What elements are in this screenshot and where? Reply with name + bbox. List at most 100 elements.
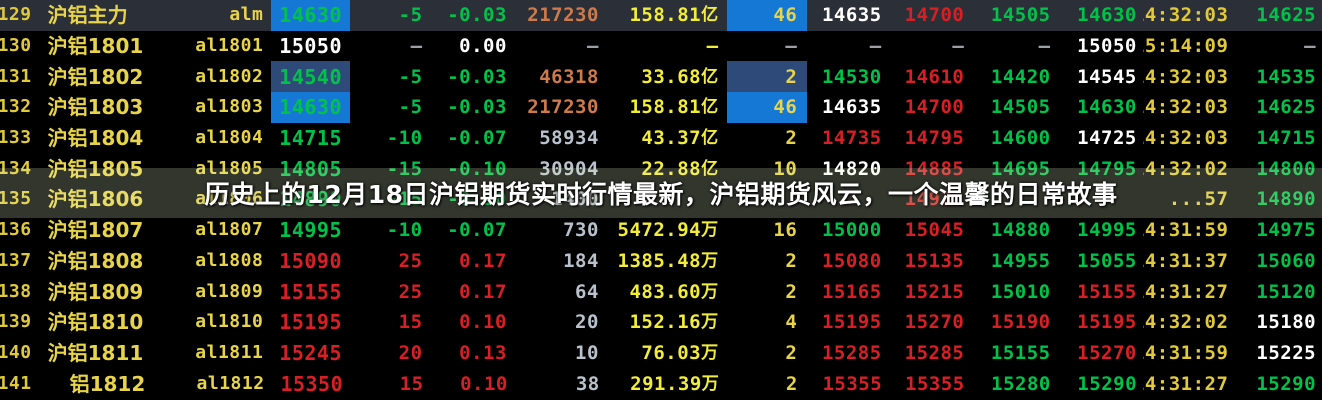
update-time: 14:31:27 (1143, 280, 1229, 303)
high-price: 15135 (904, 249, 965, 272)
last-price: 15245 (279, 340, 342, 365)
open-price: 15225 (1256, 341, 1317, 364)
bid-price (807, 184, 893, 215)
turnover: 152.16 万 (609, 307, 727, 338)
turnover-value: 76.03 (641, 341, 702, 364)
open-price: 15290 (1256, 372, 1317, 395)
low-price (974, 184, 1060, 215)
contract-name: 沪铝主力 (47, 3, 128, 28)
row-index: 131 (0, 65, 32, 87)
change-percent: -0.03 (447, 65, 507, 88)
change-percent: 0.13 (459, 341, 507, 364)
volume: 730 (563, 219, 599, 242)
table-row[interactable]: 140 沪铝1811 al1811 15245 20 0.13 10 76.03 万 2 15285… (0, 338, 1322, 369)
table-row[interactable]: 135 沪铝1806 al1806 14890 -15 -0.10 1400 14975...… (0, 184, 1322, 215)
update-time: 14:31:59 (1143, 341, 1229, 364)
open-price: 15120 (1256, 280, 1317, 303)
row-index: 139 (0, 311, 32, 333)
contract-code: al1804 (195, 127, 264, 149)
contract-code: al1808 (195, 249, 264, 271)
volume: 184 (563, 249, 599, 272)
change-value: 15 (399, 372, 424, 395)
table-row[interactable]: 134 沪铝1805 al1805 14805 -15 -0.10 30904 22.88 亿 1… (0, 153, 1322, 184)
turnover-value: 291.39 (630, 372, 702, 395)
low-price: 14505 (990, 96, 1051, 119)
turnover-unit: 亿 (701, 97, 719, 118)
contract-name: 沪铝1804 (47, 126, 144, 151)
open-interest: 2 (726, 61, 808, 93)
contract-name: 沪铝1807 (47, 218, 144, 243)
change-value: -15 (386, 157, 423, 180)
turnover: 1385.48 万 (609, 246, 727, 277)
contract-code: al1801 (195, 35, 264, 57)
turnover-value: 22.88 (641, 157, 702, 180)
table-row[interactable]: 130 沪铝1801 al1801 15050 — 0.00 — — — — — — 15050 15:1… (0, 31, 1322, 62)
high-price: 14610 (904, 65, 965, 88)
settle-price: 14725 (1077, 127, 1137, 150)
row-index: 130 (0, 35, 32, 57)
high-price: 14700 (904, 96, 965, 119)
open-interest: 46 (726, 92, 808, 123)
table-row[interactable]: 132 沪铝1803 al1803 14630 -5 -0.03 217230 158.81 亿… (0, 92, 1322, 123)
low-price: 15155 (990, 341, 1051, 364)
change-value: -5 (398, 96, 423, 119)
table-row[interactable]: 141 铝1812 al1812 15350 15 0.10 38 291.39 万 2 15355… (0, 368, 1322, 399)
turnover-value: 158.81 (629, 96, 702, 119)
bid-price: 14820 (821, 157, 882, 180)
change-percent: -0.03 (447, 4, 507, 27)
high-price: 15285 (904, 341, 965, 364)
open-interest: 10 (773, 157, 798, 180)
low-price: — (1038, 35, 1051, 58)
row-index: 129 (0, 4, 32, 26)
contract-code: al1805 (195, 157, 264, 179)
turnover-value: 158.81 (629, 4, 702, 27)
last-price: 14540 (271, 61, 350, 93)
turnover-unit: 亿 (701, 128, 719, 149)
table-row[interactable]: 136 沪铝1807 al1807 14995 -10 -0.07 730 5472.94 万 1… (0, 215, 1322, 246)
last-price: 14630 (271, 0, 350, 31)
turnover-value: 152.16 (629, 311, 702, 334)
volume: 1400 (551, 188, 599, 211)
change-percent: 0.17 (459, 280, 507, 303)
low-price: 14420 (990, 65, 1051, 88)
table-row[interactable]: 137 沪铝1808 al1808 15090 25 0.17 184 1385.48 万 2 15… (0, 246, 1322, 277)
turnover-value: 33.68 (641, 65, 702, 88)
row-index: 135 (0, 188, 32, 210)
table-row[interactable]: 131 沪铝1802 al1802 14540 -5 -0.03 46318 33.68 亿 2 1… (0, 61, 1322, 93)
contract-name: 沪铝1809 (47, 279, 144, 304)
turnover-unit: 万 (701, 250, 719, 271)
change-percent: -0.10 (447, 188, 507, 211)
open-price: 14625 (1256, 96, 1317, 119)
table-row[interactable]: 139 沪铝1810 al1810 15195 15 0.10 20 152.16 万 4 1519… (0, 307, 1322, 338)
last-price: 15195 (279, 310, 342, 335)
last-price: 15155 (279, 279, 342, 304)
turnover: — (609, 31, 727, 62)
high-price: 14885 (904, 157, 965, 180)
change-percent: 0.10 (459, 311, 507, 334)
low-price: 15010 (990, 280, 1051, 303)
change-value: -5 (398, 65, 423, 88)
turnover-value: 43.37 (641, 127, 702, 150)
bid-price: 15165 (821, 280, 882, 303)
contract-code: al1812 (196, 372, 265, 394)
change-value: — (410, 35, 423, 58)
volume: 217230 (527, 4, 599, 27)
row-index: 138 (0, 280, 32, 302)
table-row[interactable]: 133 沪铝1804 al1804 14715 -10 -0.07 58934 43.37 亿 2… (0, 123, 1322, 154)
turnover: 483.60 万 (609, 276, 727, 307)
bid-price: 14635 (821, 4, 882, 27)
table-row[interactable]: 129 沪铝主力 alm 14630 -5 -0.03 217230 158.81 亿 46 146… (0, 0, 1322, 31)
high-price: 14795 (904, 127, 965, 150)
contract-name: 沪铝1806 (47, 187, 144, 212)
settle-price: 14995 (1077, 219, 1137, 242)
turnover-unit: 亿 (701, 158, 719, 179)
volume: 38 (575, 372, 600, 395)
volume: 46318 (539, 65, 599, 88)
row-index: 137 (0, 249, 32, 271)
table-row[interactable]: 138 沪铝1809 al1809 15155 25 0.17 64 483.60 万 2 1516… (0, 276, 1322, 307)
open-interest: 16 (773, 219, 798, 242)
change-value: 25 (398, 249, 423, 272)
bid-price: 15000 (821, 219, 882, 242)
change-percent: 0.10 (460, 372, 508, 395)
